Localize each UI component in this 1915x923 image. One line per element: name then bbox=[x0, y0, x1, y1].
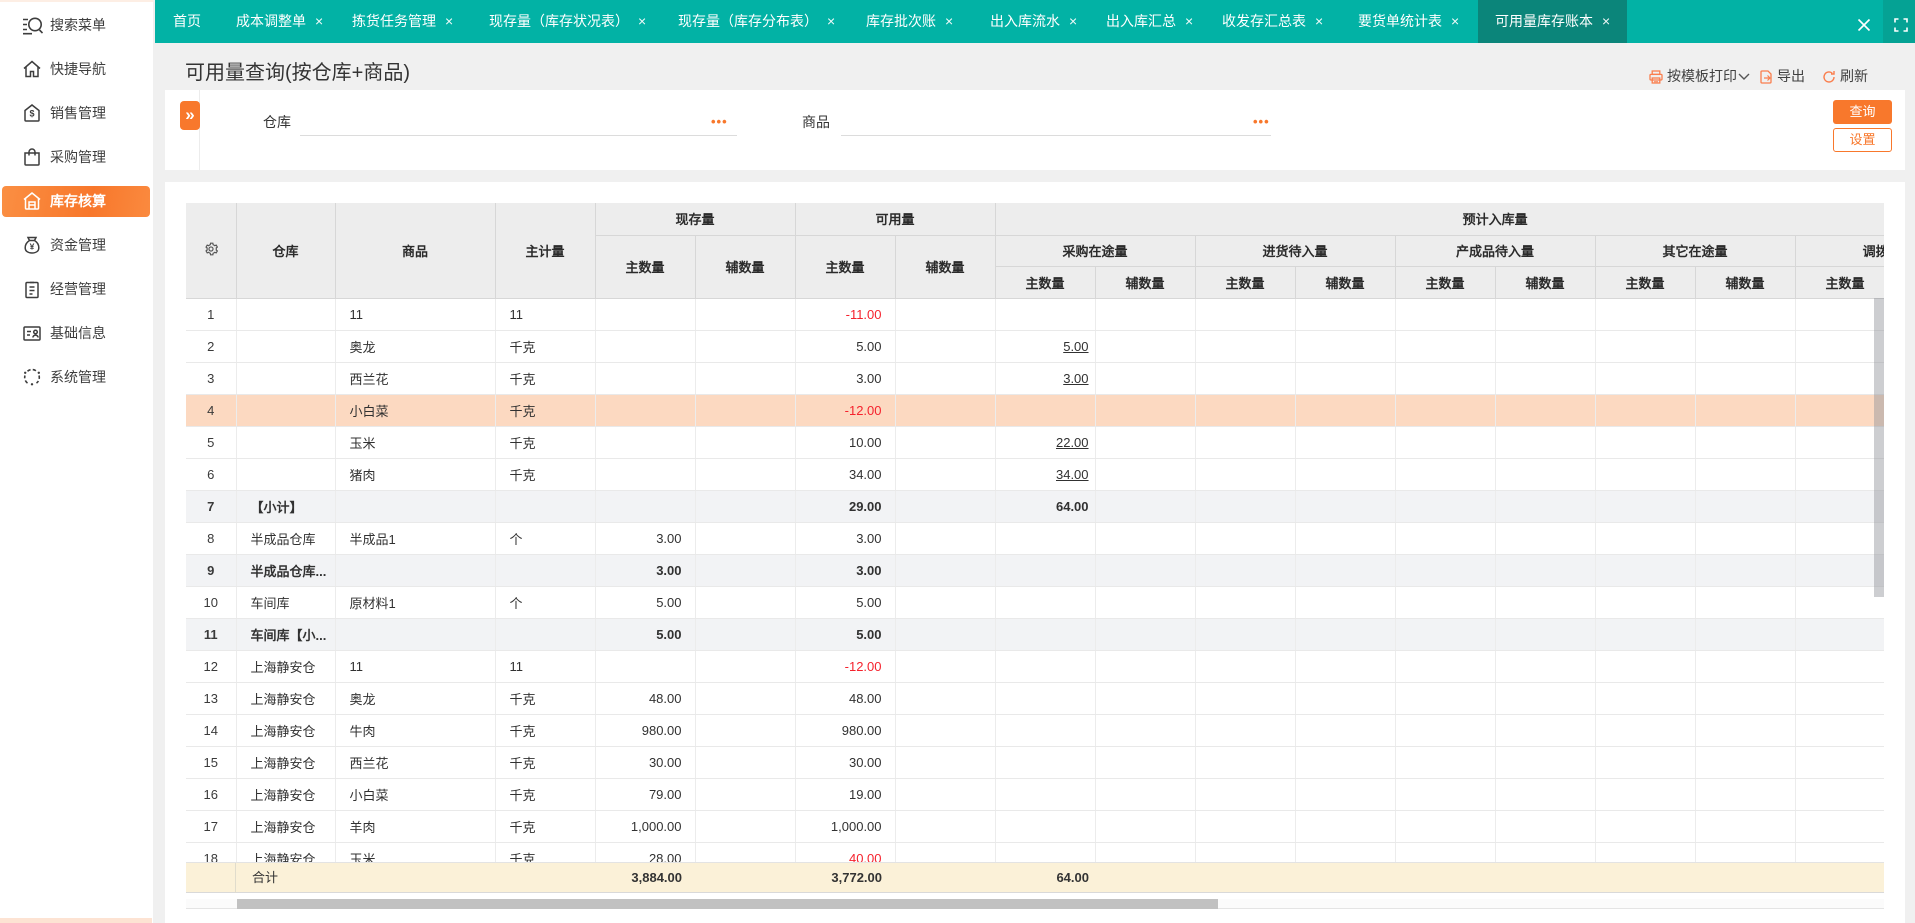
svg-text:¥: ¥ bbox=[30, 242, 35, 252]
svg-text:$: $ bbox=[29, 109, 34, 119]
